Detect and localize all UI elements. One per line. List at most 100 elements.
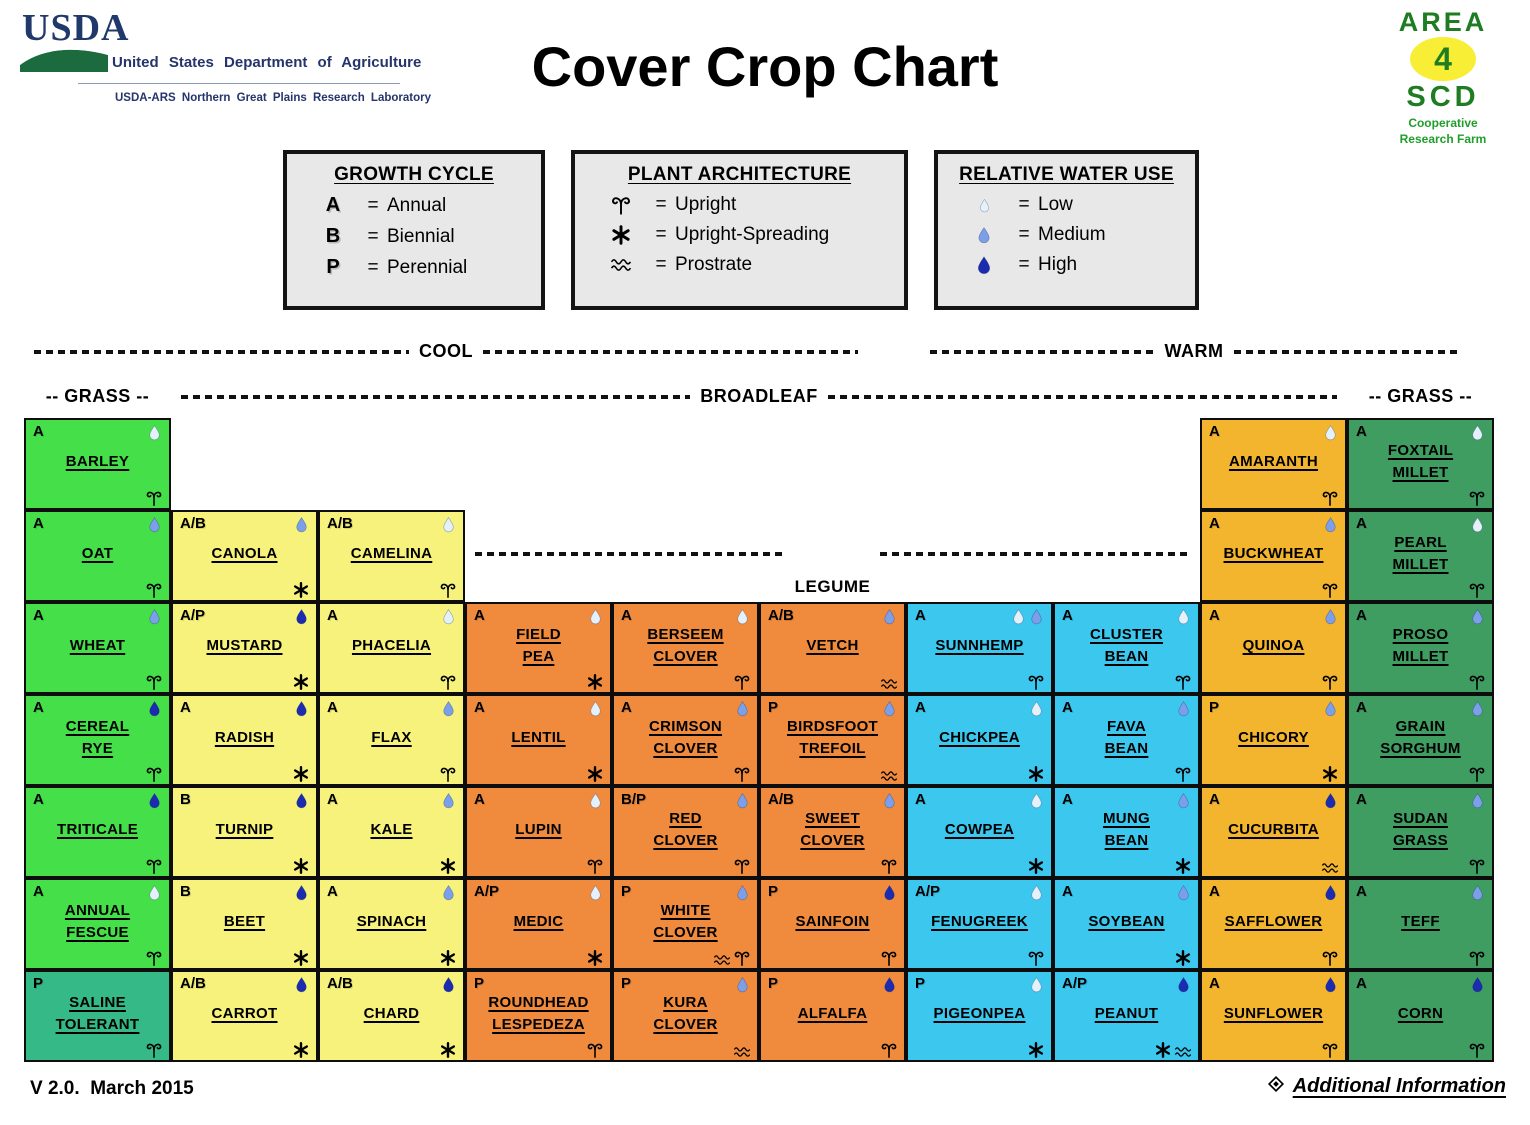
crop-cell-barley[interactable]: A BARLEY	[24, 418, 171, 510]
crop-cell-safflower[interactable]: A SAFFLOWER	[1200, 878, 1347, 970]
crop-cell-kura-clover[interactable]: P KURA CLOVER	[612, 970, 759, 1062]
crop-cell-quinoa[interactable]: A QUINOA	[1200, 602, 1347, 694]
crop-cell-radish[interactable]: A RADISH	[171, 694, 318, 786]
architecture-icons	[1321, 673, 1339, 691]
crop-cell-crimson-clover[interactable]: A CRIMSON CLOVER	[612, 694, 759, 786]
cycle-letter: B	[325, 225, 341, 247]
crop-cell-sudan-grass[interactable]: A SUDAN GRASS	[1347, 786, 1494, 878]
crop-name: MUNG BEAN	[1102, 810, 1151, 849]
crop-cell-proso-millet[interactable]: A PROSO MILLET	[1347, 602, 1494, 694]
crop-cell-vetch[interactable]: A/B VETCH	[759, 602, 906, 694]
crop-cell-cereal-rye[interactable]: A CEREAL RYE	[24, 694, 171, 786]
additional-information-link[interactable]: Additional Information	[1266, 1074, 1506, 1099]
crop-cell-white-clover[interactable]: P WHITE CLOVER	[612, 878, 759, 970]
crop-cell-mung-bean[interactable]: A MUNG BEAN	[1053, 786, 1200, 878]
crop-cell-cowpea[interactable]: A COWPEA	[906, 786, 1053, 878]
crop-cell-sweet-clover[interactable]: A/B SWEET CLOVER	[759, 786, 906, 878]
water-use-icons	[881, 608, 898, 625]
growth-cycle-label: A	[1062, 883, 1073, 900]
crop-cell-chickpea[interactable]: A CHICKPEA	[906, 694, 1053, 786]
crop-cell-camelina[interactable]: A/B CAMELINA	[318, 510, 465, 602]
water-medium-icon	[296, 516, 307, 533]
crop-cell-flax[interactable]: A FLAX	[318, 694, 465, 786]
spreading-icon	[1322, 766, 1338, 782]
upright-icon	[1469, 583, 1485, 598]
crop-cell-phacelia[interactable]: A PHACELIA	[318, 602, 465, 694]
crop-cell-teff[interactable]: A TEFF	[1347, 878, 1494, 970]
spreading-icon	[293, 766, 309, 782]
upright-icon	[881, 951, 897, 966]
crop-cell-sunflower[interactable]: A SUNFLOWER	[1200, 970, 1347, 1062]
crop-cell-oat[interactable]: A OAT	[24, 510, 171, 602]
crop-name: LUPIN	[515, 821, 562, 839]
crop-cell-kale[interactable]: A KALE	[318, 786, 465, 878]
crop-cell-amaranth[interactable]: A AMARANTH	[1200, 418, 1347, 510]
crop-cell-pearl-millet[interactable]: A PEARL MILLET	[1347, 510, 1494, 602]
crop-cell-alfalfa[interactable]: P ALFALFA	[759, 970, 906, 1062]
growth-cycle-label: P	[768, 699, 779, 716]
equals-sign: =	[655, 254, 667, 275]
crop-cell-pigeonpea[interactable]: P PIGEONPEA	[906, 970, 1053, 1062]
crop-cell-foxtail-millet[interactable]: A FOXTAIL MILLET	[1347, 418, 1494, 510]
crop-cell-medic[interactable]: A/P MEDIC	[465, 878, 612, 970]
growth-cycle-label: A	[33, 791, 44, 808]
crop-cell-sunnhemp[interactable]: A SUNNHEMP	[906, 602, 1053, 694]
crop-name: SWEET CLOVER	[800, 810, 865, 849]
crop-cell-beet[interactable]: B BEET	[171, 878, 318, 970]
crop-cell-triticale[interactable]: A TRITICALE	[24, 786, 171, 878]
crop-cell-spinach[interactable]: A SPINACH	[318, 878, 465, 970]
crop-cell-field-pea[interactable]: A FIELD PEA	[465, 602, 612, 694]
crop-cell-lentil[interactable]: A LENTIL	[465, 694, 612, 786]
legend-item: = Low	[958, 194, 1195, 216]
crop-cell-cucurbita[interactable]: A CUCURBITA	[1200, 786, 1347, 878]
crop-cell-grain-sorghum[interactable]: A GRAIN SORGHUM	[1347, 694, 1494, 786]
water-use-icons	[440, 792, 457, 809]
crop-cell-buckwheat[interactable]: A BUCKWHEAT	[1200, 510, 1347, 602]
crop-cell-fava-bean[interactable]: A FAVA BEAN	[1053, 694, 1200, 786]
crop-cell-chard[interactable]: A/B CHARD	[318, 970, 465, 1062]
crop-cell-berseem-clover[interactable]: A BERSEEM CLOVER	[612, 602, 759, 694]
version-label: V 2.0. March 2015	[30, 1078, 194, 1099]
crop-name: CORN	[1397, 1005, 1444, 1023]
architecture-icons	[1321, 489, 1339, 507]
crop-cell-cluster-bean[interactable]: A CLUSTER BEAN	[1053, 602, 1200, 694]
grass-right-header: -- GRASS --	[1347, 386, 1494, 407]
crop-name: GRAIN SORGHUM	[1380, 718, 1461, 757]
water-use-icons	[881, 884, 898, 901]
growth-cycle-label: A	[33, 423, 44, 440]
crop-cell-roundhead-lespedeza[interactable]: P ROUNDHEAD LESPEDEZA	[465, 970, 612, 1062]
growth-cycle-label: P	[474, 975, 485, 992]
crop-cell-red-clover[interactable]: B/P RED CLOVER	[612, 786, 759, 878]
area4-number: 4	[1434, 40, 1452, 77]
crop-cell-fenugreek[interactable]: A/P FENUGREEK	[906, 878, 1053, 970]
crop-name: PEANUT	[1094, 1005, 1159, 1023]
upright-icon	[146, 767, 162, 782]
crop-cell-birdsfoot-trefoil[interactable]: P BIRDSFOOT TREFOIL	[759, 694, 906, 786]
prostrate-icon	[733, 1047, 751, 1057]
equals-sign: =	[367, 225, 379, 247]
crop-cell-sainfoin[interactable]: P SAINFOIN	[759, 878, 906, 970]
water-medium-icon	[443, 884, 454, 901]
crop-cell-soybean[interactable]: A SOYBEAN	[1053, 878, 1200, 970]
architecture-icons	[292, 1041, 310, 1059]
crop-cell-chicory[interactable]: P CHICORY	[1200, 694, 1347, 786]
upright-icon	[1028, 951, 1044, 966]
crop-cell-corn[interactable]: A CORN	[1347, 970, 1494, 1062]
growth-cycle-label: A	[1209, 607, 1220, 624]
crop-cell-carrot[interactable]: A/B CARROT	[171, 970, 318, 1062]
crop-cell-lupin[interactable]: A LUPIN	[465, 786, 612, 878]
crop-cell-canola[interactable]: A/B CANOLA	[171, 510, 318, 602]
crop-cell-wheat[interactable]: A WHEAT	[24, 602, 171, 694]
crop-name: CLUSTER BEAN	[1090, 626, 1163, 665]
crop-cell-turnip[interactable]: B TURNIP	[171, 786, 318, 878]
crop-cell-annual-fescue[interactable]: A ANNUAL FESCUE	[24, 878, 171, 970]
architecture-icons	[586, 673, 604, 691]
crop-cell-saline-tolerant[interactable]: P SALINE TOLERANT	[24, 970, 171, 1062]
crop-cell-mustard[interactable]: A/P MUSTARD	[171, 602, 318, 694]
warm-section-header: WARM	[894, 341, 1468, 362]
water-medium-icon	[1472, 700, 1483, 717]
upright-icon	[612, 197, 630, 215]
crop-name: SAFFLOWER	[1224, 913, 1323, 931]
crop-name: CHICORY	[1238, 729, 1309, 747]
crop-cell-peanut[interactable]: A/P PEANUT	[1053, 970, 1200, 1062]
